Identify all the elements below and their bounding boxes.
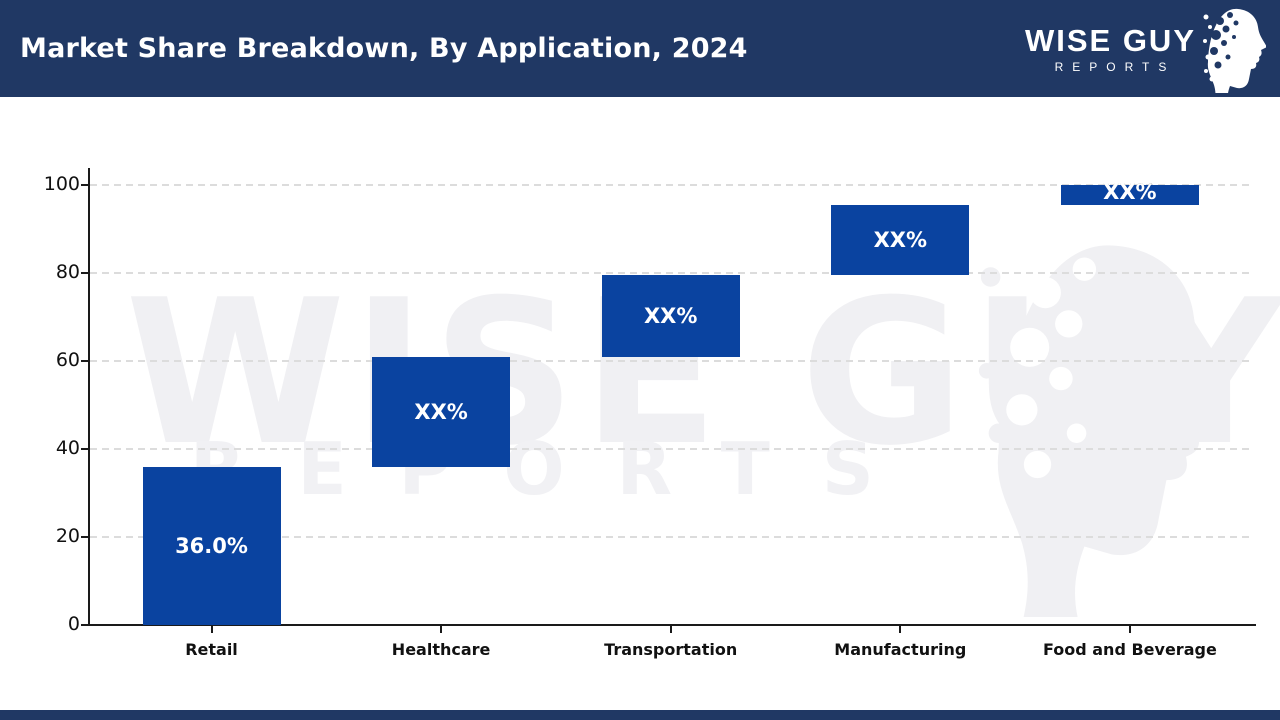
y-tick-mark: [81, 360, 89, 362]
logo-text: WISE GUY REPORTS: [1025, 23, 1196, 74]
bar-value-label: 36.0%: [175, 533, 248, 558]
x-tick-mark: [1128, 626, 1131, 633]
x-axis-label: Retail: [185, 640, 238, 659]
bar-healthcare: XX%: [372, 356, 511, 467]
bar-rect: [831, 204, 970, 276]
gridline-40: [90, 448, 1254, 450]
bar-value-label: XX%: [873, 227, 928, 252]
y-tick-label: 40: [55, 437, 80, 459]
bar-rect: [142, 466, 281, 625]
bar-rect: [372, 356, 511, 467]
x-tick-mark: [669, 626, 672, 633]
bar-rect: [601, 275, 740, 357]
header: Market Share Breakdown, By Application, …: [0, 0, 1280, 97]
y-axis-line: [88, 168, 90, 626]
y-tick-mark: [81, 272, 89, 274]
y-tick-mark: [81, 448, 89, 450]
y-tick-mark: [81, 184, 89, 186]
gridline-80: [90, 272, 1254, 274]
x-axis-line: [88, 624, 1256, 626]
bar-retail: 36.0%: [142, 466, 281, 625]
page-title: Market Share Breakdown, By Application, …: [20, 33, 748, 64]
bar-manufacturing: XX%: [831, 204, 970, 276]
y-tick-label: 80: [55, 261, 80, 283]
x-axis-label: Food and Beverage: [1042, 640, 1217, 659]
y-tick-mark: [81, 536, 89, 538]
logo-head-icon: [1203, 8, 1266, 93]
bar-value-label: XX%: [1103, 180, 1157, 204]
x-axis-label: Healthcare: [391, 640, 491, 659]
gridline-60: [90, 360, 1254, 362]
footer-bar: [0, 710, 1280, 720]
y-tick-label: 60: [55, 349, 80, 371]
y-tick-mark: [81, 624, 89, 626]
x-tick-mark: [899, 626, 902, 633]
bar-rect: [1060, 185, 1199, 205]
y-tick-label: 20: [55, 525, 80, 547]
x-axis-label: Manufacturing: [834, 640, 967, 659]
bar-value-label: XX%: [414, 399, 468, 424]
x-tick-mark: [210, 626, 213, 633]
gridline-20: [90, 536, 1254, 538]
bar-transportation: XX%: [601, 275, 740, 357]
bar-food-and-beverage: XX%XX%: [1060, 181, 1199, 205]
x-axis-label: Transportation: [604, 640, 738, 659]
y-tick-label: 0: [67, 613, 80, 635]
gridline-100: [90, 184, 1254, 186]
wiseguy-logo: WISE GUY REPORTS: [1025, 0, 1266, 97]
bar-value-label: XX%: [643, 303, 698, 328]
logo-subtext: REPORTS: [1054, 60, 1176, 74]
x-tick-mark: [440, 626, 443, 633]
y-tick-label: 100: [43, 173, 80, 195]
logo-wordmark: WISE GUY: [1024, 23, 1196, 58]
